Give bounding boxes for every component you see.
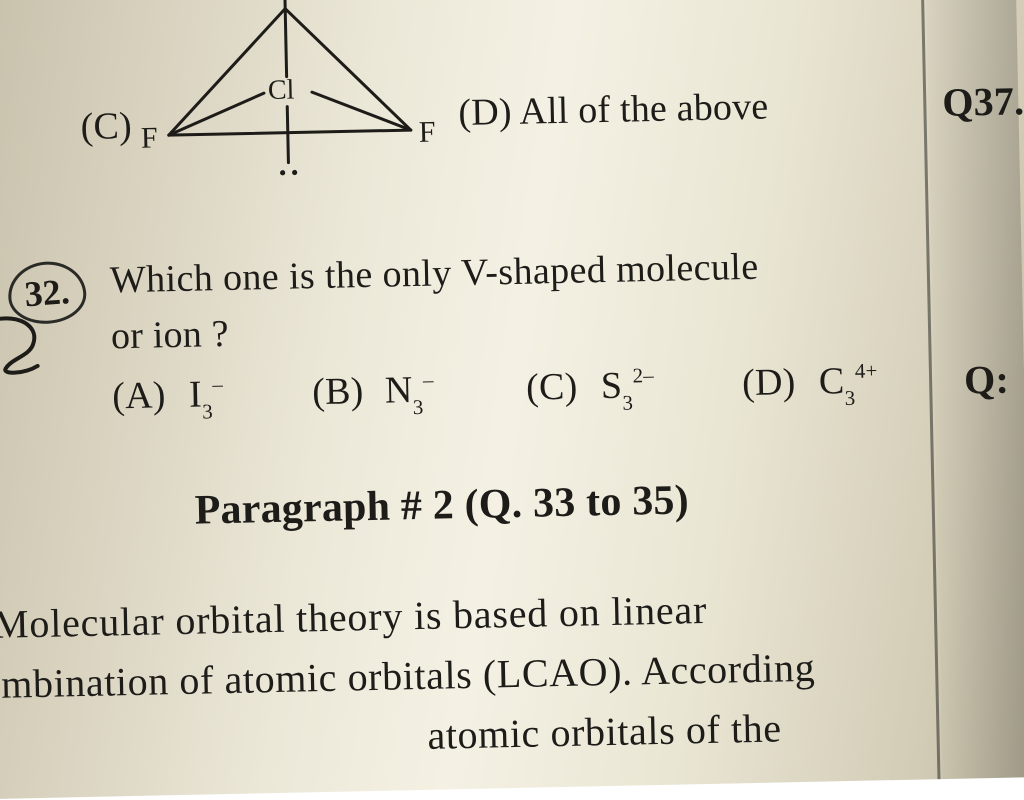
opt-a-base: I xyxy=(189,374,203,416)
molecule-diagram: F F Cl xyxy=(132,0,446,188)
opt-c-sub: 3 xyxy=(622,390,633,414)
q32-option-b: (B) N3 – xyxy=(312,368,435,419)
q32-line2: or ion ? xyxy=(111,312,230,358)
opt-a-sub: 3 xyxy=(202,399,213,423)
opt-b-base: N xyxy=(384,369,413,412)
opt-c-prefix: (C) xyxy=(526,366,578,409)
opt-d-sub: 3 xyxy=(845,386,856,410)
opt-b-sub: 3 xyxy=(413,395,424,419)
opt-a-sup: – xyxy=(212,372,223,396)
margin-q37: Q37. xyxy=(942,77,1024,126)
svg-text:F: F xyxy=(418,116,435,149)
opt-d-base: C xyxy=(818,360,844,403)
svg-text:Cl: Cl xyxy=(268,74,295,106)
handwriting-squiggle xyxy=(0,310,54,381)
opt-b-prefix: (B) xyxy=(312,370,364,413)
opt-c-sup: 2– xyxy=(632,363,654,387)
page: (C) F F Cl ( xyxy=(0,0,1024,769)
opt-d-prefix: (D) xyxy=(742,361,796,404)
body-line-3: atomic orbitals of the xyxy=(427,704,782,758)
question-number: 32. xyxy=(23,270,71,315)
margin-q-colon: Q: xyxy=(964,356,1010,404)
q32-option-a: (A) I3 – xyxy=(112,372,224,423)
opt-d-sup: 4+ xyxy=(855,359,878,383)
option-c-label: (C) xyxy=(80,104,132,149)
molecule-svg: F F Cl xyxy=(132,0,446,188)
q32-option-d: (D) C3 4+ xyxy=(742,358,879,409)
svg-text:F: F xyxy=(141,121,158,154)
opt-b-sup: – xyxy=(423,368,434,392)
q32-option-c: (C) S3 2– xyxy=(526,363,655,414)
option-d-label: (D) All of the above xyxy=(458,85,769,135)
opt-c-base: S xyxy=(600,365,622,407)
opt-a-prefix: (A) xyxy=(112,374,166,417)
